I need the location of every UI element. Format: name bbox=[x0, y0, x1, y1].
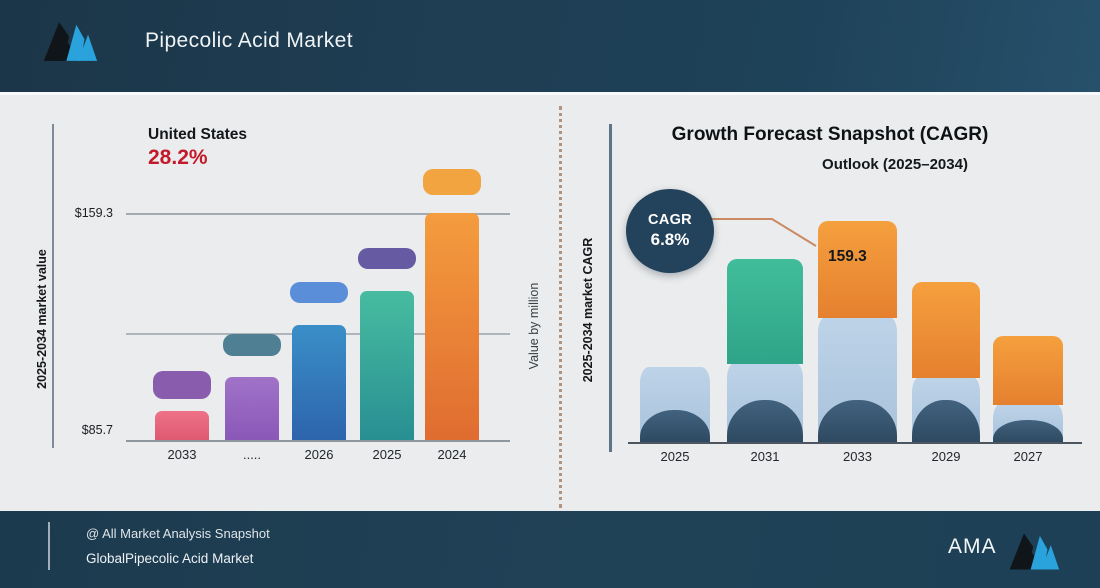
right-baseline bbox=[628, 442, 1082, 444]
footer: @ All Market Analysis Snapshot GlobalPip… bbox=[0, 511, 1100, 588]
left-chart-title: United States bbox=[148, 126, 248, 143]
footer-divider-line bbox=[48, 522, 50, 570]
value-by-million-label: Value by million bbox=[527, 282, 541, 370]
right-x-label: 2027 bbox=[1013, 449, 1043, 464]
right-bar-top-2031 bbox=[727, 259, 803, 364]
main-panels: 2025-2034 market value United States 28.… bbox=[0, 92, 1100, 514]
right-chart-title: Growth Forecast Snapshot (CAGR) bbox=[671, 124, 989, 145]
panel-divider-dotted-line bbox=[559, 106, 562, 508]
left-x-label: ..... bbox=[242, 447, 262, 462]
left-bar-2024 bbox=[425, 213, 479, 440]
left-bar-2033 bbox=[155, 411, 209, 440]
ama-logo-footer-icon bbox=[1009, 533, 1060, 570]
cagr-badge-value: 6.8% bbox=[650, 230, 690, 249]
left-bar-2025 bbox=[360, 291, 414, 440]
left-bar-..... bbox=[225, 377, 279, 440]
left-bar-cap-2025 bbox=[358, 247, 416, 270]
right-chart-subtitle: Outlook (2025–2034) bbox=[822, 156, 968, 173]
left-bar-cap-2033 bbox=[153, 371, 211, 399]
page-title: Pipecolic Acid Market bbox=[145, 29, 353, 52]
y-tick-lower: $85.7 bbox=[81, 423, 113, 437]
footer-title: GlobalPipecolic Acid Market bbox=[86, 551, 254, 566]
footer-caption: @ All Market Analysis Snapshot bbox=[86, 526, 270, 541]
gridline-upper bbox=[126, 213, 510, 215]
left-y-axis-line bbox=[52, 124, 54, 448]
ama-logo-icon bbox=[43, 22, 98, 61]
left-chart-highlight: 28.2% bbox=[148, 146, 208, 169]
left-bar-cap-2024 bbox=[423, 169, 481, 196]
y-tick-upper: $159.3 bbox=[74, 206, 113, 220]
right-x-label: 2029 bbox=[931, 449, 961, 464]
left-y-axis-label: 2025-2034 market value bbox=[35, 249, 49, 389]
value-annotation: 159.3 bbox=[828, 248, 867, 265]
header: Pipecolic Acid Market bbox=[0, 0, 1100, 92]
right-bar-top-2029 bbox=[912, 281, 980, 378]
cagr-badge-label: CAGR bbox=[648, 212, 692, 228]
left-bar-cap-..... bbox=[223, 334, 281, 356]
right-bar-top-2027 bbox=[993, 335, 1063, 405]
right-bar-top-2033 bbox=[818, 221, 897, 319]
left-baseline bbox=[126, 440, 510, 442]
right-x-label: 2033 bbox=[843, 449, 872, 464]
right-y-axis-label: 2025-2034 market CAGR bbox=[581, 237, 595, 383]
left-x-label: 2024 bbox=[437, 447, 467, 462]
footer-brand-text: AMA bbox=[948, 535, 997, 558]
right-x-label: 2025 bbox=[660, 449, 690, 464]
right-bar-base-2027 bbox=[993, 419, 1063, 442]
left-x-label: 2026 bbox=[304, 447, 334, 462]
cagr-badge: CAGR 6.8% bbox=[626, 189, 714, 273]
left-bar-2026 bbox=[292, 324, 346, 440]
left-x-label: 2033 bbox=[167, 447, 197, 462]
right-y-axis-line bbox=[609, 124, 612, 452]
right-x-label: 2031 bbox=[750, 449, 780, 464]
left-bar-cap-2026 bbox=[290, 281, 348, 304]
left-x-label: 2025 bbox=[372, 447, 402, 462]
